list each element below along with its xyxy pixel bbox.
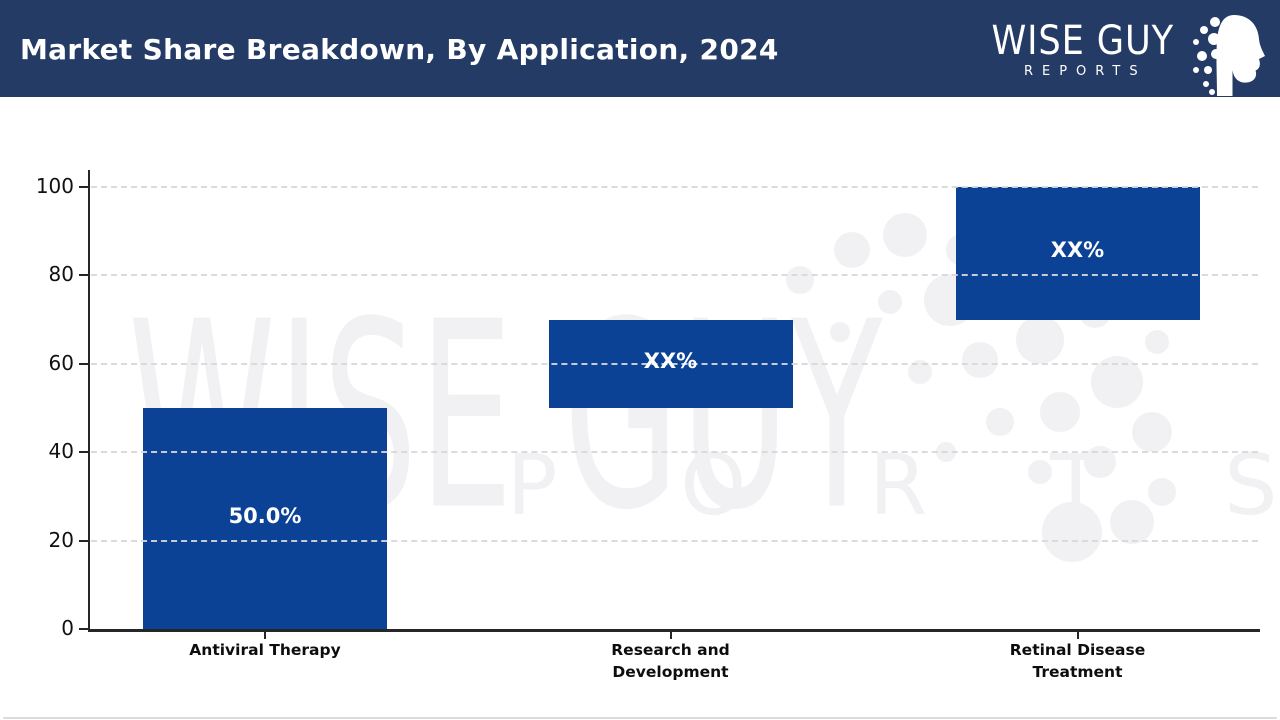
bar-value-label: XX% <box>643 348 698 373</box>
logo-text: WISE GUY REPORTS <box>979 20 1186 79</box>
y-tick-mark <box>79 628 88 630</box>
x-axis-line <box>88 629 1260 632</box>
y-tick-label: 60 <box>48 350 74 375</box>
y-tick-label: 40 <box>48 439 74 464</box>
bottom-border-line <box>3 717 1277 719</box>
wise-guy-reports-logo: WISE GUY REPORTS <box>991 8 1266 96</box>
bar <box>143 408 387 629</box>
x-tick-mark <box>669 632 672 639</box>
y-tick-mark <box>79 274 88 277</box>
x-tick-mark <box>264 632 266 639</box>
grid-line <box>91 362 1258 365</box>
x-tick-mark <box>1076 632 1079 639</box>
bar-value-label: XX% <box>1050 238 1105 263</box>
y-tick-mark <box>79 539 88 542</box>
bar-value-label: 50.0% <box>228 503 302 528</box>
x-category-label: Antiviral Therapy <box>189 641 341 659</box>
logo-wordmark: WISE GUY <box>991 18 1174 64</box>
page-title: Market Share Breakdown, By Application, … <box>20 33 779 66</box>
y-tick-label: 80 <box>48 262 74 287</box>
y-tick-label: 100 <box>35 174 74 198</box>
face-profile-dots-icon <box>1193 15 1265 96</box>
y-tick-label: 0 <box>61 616 74 640</box>
y-tick-mark <box>79 186 88 188</box>
y-tick-label: 20 <box>48 527 74 552</box>
bar <box>955 187 1200 320</box>
y-tick-mark <box>79 362 88 365</box>
header-bar: Market Share Breakdown, By Application, … <box>0 0 1280 97</box>
logo-subtitle: REPORTS <box>1023 64 1147 79</box>
grid-line <box>91 186 1258 188</box>
grid-line <box>91 539 1258 542</box>
grid-line <box>91 274 1258 277</box>
y-axis-line <box>88 170 90 631</box>
x-category-label: Research and Development <box>611 641 730 681</box>
grid-line <box>91 451 1258 454</box>
x-category-label: Retinal Disease Treatment <box>1009 641 1146 681</box>
y-tick-mark <box>79 451 88 454</box>
